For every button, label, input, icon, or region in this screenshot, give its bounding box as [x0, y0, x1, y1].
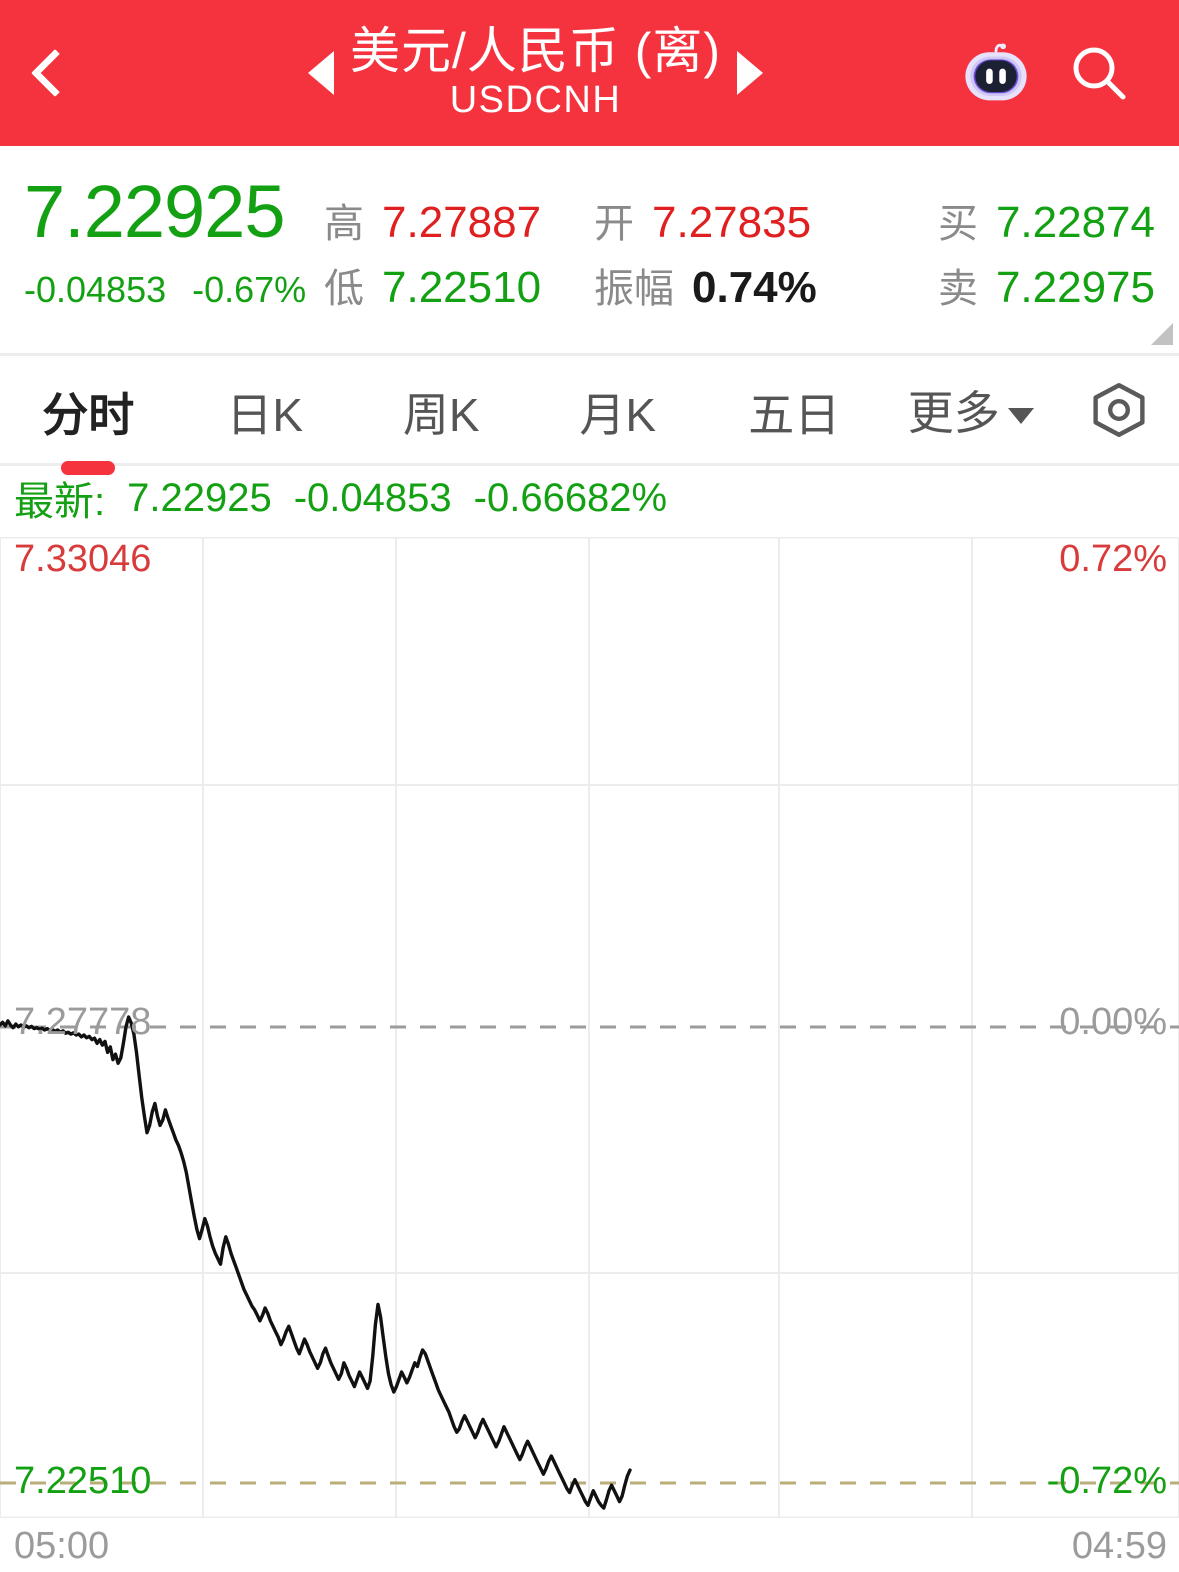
- latest-prefix: 最新:: [14, 480, 106, 524]
- chevron-left-icon: [30, 48, 80, 98]
- tab-daily-k[interactable]: 日K: [177, 375, 354, 445]
- quote-value-open: 7.27835: [652, 198, 812, 247]
- quote-field-open: 开 7.27835: [594, 191, 894, 249]
- chart-period-tabs: 分时 日K 周K 月K 五日 更多: [0, 356, 1179, 475]
- quote-label-bid: 买: [937, 202, 978, 246]
- axis-label-pct-top: 0.72%: [1059, 538, 1167, 580]
- back-button[interactable]: [0, 0, 110, 146]
- chart-canvas[interactable]: [0, 537, 1179, 1518]
- quote-value-low: 7.22510: [382, 263, 542, 312]
- tab-monthly-k[interactable]: 月K: [530, 375, 707, 445]
- axis-label-price-bottom: 7.22510: [14, 1460, 152, 1502]
- quote-value-amplitude: 0.74%: [692, 263, 817, 312]
- tab-weekly-k[interactable]: 周K: [353, 375, 530, 445]
- last-price: 7.22925: [24, 170, 286, 253]
- change-group: -0.04853 -0.67%: [24, 269, 324, 311]
- tab-daily-k-label: 日K: [226, 388, 304, 441]
- quote-field-amplitude: 振幅 0.74%: [594, 256, 894, 314]
- quote-value-high: 7.27887: [382, 198, 542, 247]
- axis-label-pct-mid: 0.00%: [1059, 1001, 1167, 1043]
- quote-panel[interactable]: 7.22925 高 7.27887 开 7.27835 买 7.22874 -0…: [0, 146, 1179, 356]
- tab-more[interactable]: 更多: [883, 377, 1060, 443]
- latest-change: -0.04853: [293, 475, 452, 520]
- app-header: 美元/人民币 (离) USDCNH: [0, 0, 1179, 146]
- quote-label-open: 开: [594, 202, 634, 246]
- symbol-titles: 美元/人民币 (离) USDCNH: [350, 26, 721, 120]
- chevron-down-icon: [1007, 407, 1034, 424]
- tab-five-day-label: 五日: [748, 388, 841, 441]
- quote-value-ask: 7.22975: [995, 263, 1155, 312]
- search-icon[interactable]: [1067, 41, 1131, 105]
- axis-label-pct-bottom: -0.72%: [1046, 1460, 1167, 1502]
- tab-five-day[interactable]: 五日: [706, 375, 883, 445]
- chart-settings-button[interactable]: [1059, 377, 1179, 443]
- axis-label-price-top: 7.33046: [14, 538, 152, 580]
- price-change-pct: -0.67%: [192, 269, 307, 310]
- tab-intraday[interactable]: 分时: [0, 375, 177, 475]
- tab-more-label: 更多: [907, 386, 1000, 439]
- latest-price: 7.22925: [127, 475, 272, 520]
- quote-field-low: 低 7.22510: [324, 256, 594, 314]
- quote-label-low: 低: [324, 267, 364, 311]
- quote-label-ask: 卖: [937, 267, 978, 311]
- resize-corner-icon[interactable]: [1151, 323, 1173, 345]
- symbol-switcher: 美元/人民币 (离) USDCNH: [110, 26, 961, 120]
- quote-field-ask: 卖 7.22975: [894, 256, 1155, 314]
- quote-label-high: 高: [324, 202, 364, 246]
- tab-intraday-label: 分时: [42, 388, 135, 441]
- quote-value-bid: 7.22874: [995, 198, 1155, 247]
- page-title: 美元/人民币 (离): [349, 23, 722, 80]
- quote-label-amplitude: 振幅: [594, 267, 674, 311]
- axis-label-price-mid: 7.27778: [14, 1001, 152, 1043]
- latest-quote-line: 最新: 7.22925 -0.04853 -0.66682%: [0, 466, 1179, 530]
- header-actions: [961, 38, 1179, 108]
- triangle-left-icon[interactable]: [307, 51, 334, 95]
- triangle-right-icon[interactable]: [737, 51, 764, 95]
- price-change: -0.04853: [24, 269, 167, 310]
- tab-monthly-k-label: 月K: [579, 388, 657, 441]
- axis-tick-time-start: 05:00: [14, 1525, 110, 1567]
- axis-tick-time-end: 04:59: [1071, 1525, 1167, 1567]
- quote-field-bid: 买 7.22874: [894, 191, 1155, 249]
- quote-row-bottom: -0.04853 -0.67% 低 7.22510 振幅 0.74% 卖 7.2…: [24, 256, 1155, 344]
- symbol-code: USDCNH: [449, 79, 622, 122]
- latest-change-pct: -0.66682%: [473, 475, 668, 520]
- robot-assistant-icon[interactable]: [961, 38, 1031, 108]
- intraday-chart[interactable]: [0, 537, 1179, 1518]
- quote-row-top: 7.22925 高 7.27887 开 7.27835 买 7.22874: [24, 168, 1155, 256]
- quote-field-high: 高 7.27887: [324, 191, 594, 249]
- tab-weekly-k-label: 周K: [402, 388, 480, 441]
- tab-active-indicator: [61, 460, 116, 475]
- hex-nut-settings-icon: [1093, 382, 1145, 437]
